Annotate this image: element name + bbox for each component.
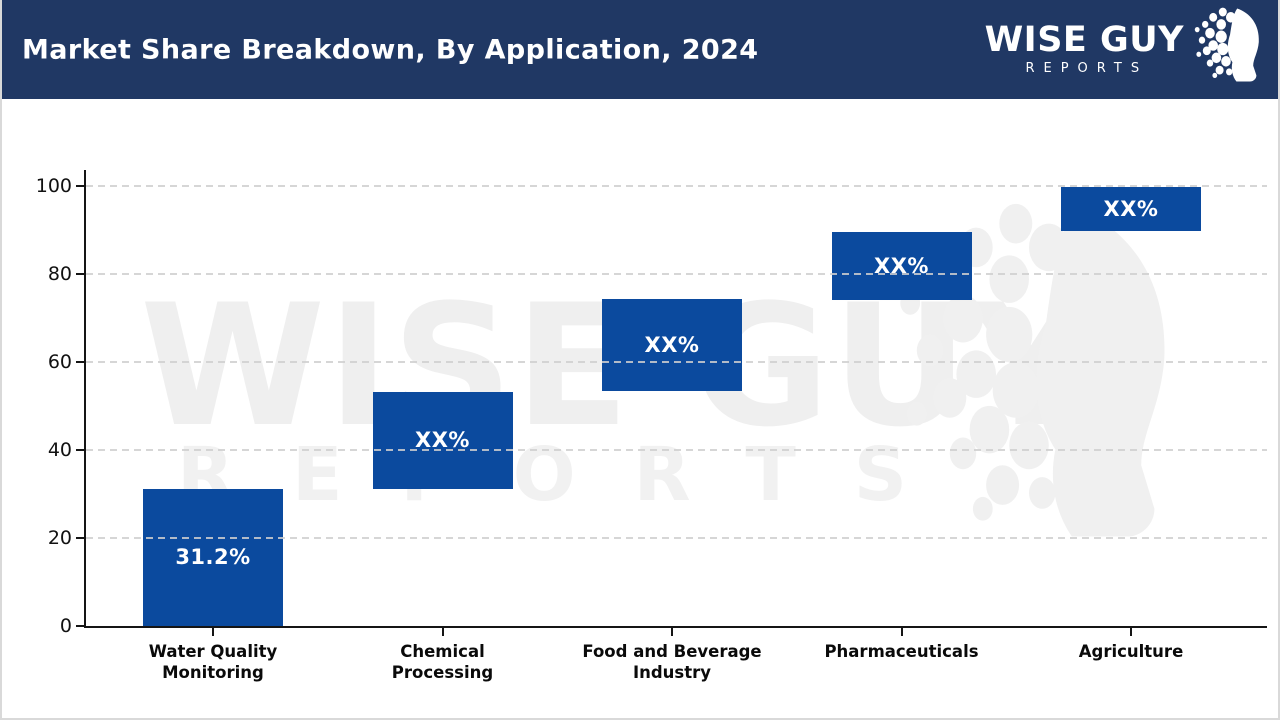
brand-subtitle: REPORTS (1025, 61, 1149, 76)
gridline-20 (86, 537, 1267, 539)
y-tick-mark-0 (76, 625, 85, 627)
gridline-40 (86, 449, 1267, 451)
x-axis-label-line: Monitoring (162, 663, 264, 682)
brand-text: WISE GUY REPORTS (984, 20, 1184, 76)
y-tick-mark-60 (76, 361, 85, 363)
y-tick-label-0: 0 (59, 615, 72, 637)
bar-1: XX% (372, 391, 513, 489)
gridline-80 (86, 273, 1267, 275)
y-tick-label-100: 100 (35, 175, 72, 197)
x-axis-label-0: Water Quality Monitoring (98, 641, 328, 683)
x-axis-label-4: Agriculture (1016, 641, 1246, 662)
x-tick-mark-0 (212, 628, 214, 636)
header-bar: Market Share Breakdown, By Application, … (2, 0, 1278, 99)
brand-logo: WISE GUY REPORTS (985, 4, 1266, 94)
x-axis-label-line: Water Quality (148, 642, 278, 661)
x-axis-label-line: Processing (391, 663, 494, 682)
x-axis-label-line: Industry (632, 663, 712, 682)
x-tick-mark-3 (900, 628, 903, 636)
y-tick-label-80: 80 (47, 263, 72, 285)
bar-value-label: 31.2% (175, 545, 251, 570)
bar-value-label: XX% (415, 428, 470, 453)
x-axis-label-2: Food and Beverage Industry (557, 641, 787, 683)
x-axis-label-line: Agriculture (1078, 642, 1184, 661)
brand-face-logo-icon (1194, 7, 1259, 82)
gridline-60 (86, 361, 1267, 363)
y-tick-label-40: 40 (47, 439, 72, 461)
y-axis-spine (84, 170, 86, 628)
y-tick-mark-40 (76, 449, 85, 451)
x-axis-label-line: Chemical (400, 642, 485, 661)
x-axis-label-3: Pharmaceuticals (787, 641, 1017, 662)
x-axis-label-line: Food and Beverage (582, 642, 762, 661)
y-tick-mark-100 (76, 185, 85, 187)
x-tick-mark-1 (441, 628, 444, 636)
x-tick-mark-4 (1130, 628, 1132, 636)
x-axis-label-1: Chemical Processing (328, 641, 558, 683)
y-tick-label-20: 20 (47, 527, 72, 549)
y-tick-mark-80 (76, 273, 85, 275)
bar-4: XX% (1061, 186, 1201, 231)
bar-value-label: XX% (1103, 196, 1159, 221)
bar-0: 31.2% (143, 488, 283, 626)
brand-name: WISE GUY (984, 20, 1184, 60)
x-axis-spine (84, 626, 1267, 628)
y-tick-mark-20 (76, 537, 85, 539)
page-title: Market Share Breakdown, By Application, … (22, 34, 759, 65)
bar-value-label: XX% (644, 332, 700, 357)
y-tick-label-60: 60 (47, 351, 72, 373)
bar-3: XX% (831, 232, 972, 300)
x-tick-mark-2 (671, 628, 673, 636)
x-axis-label-line: Pharmaceuticals (824, 642, 979, 661)
gridline-100 (86, 185, 1267, 187)
bar-2: XX% (602, 299, 742, 391)
